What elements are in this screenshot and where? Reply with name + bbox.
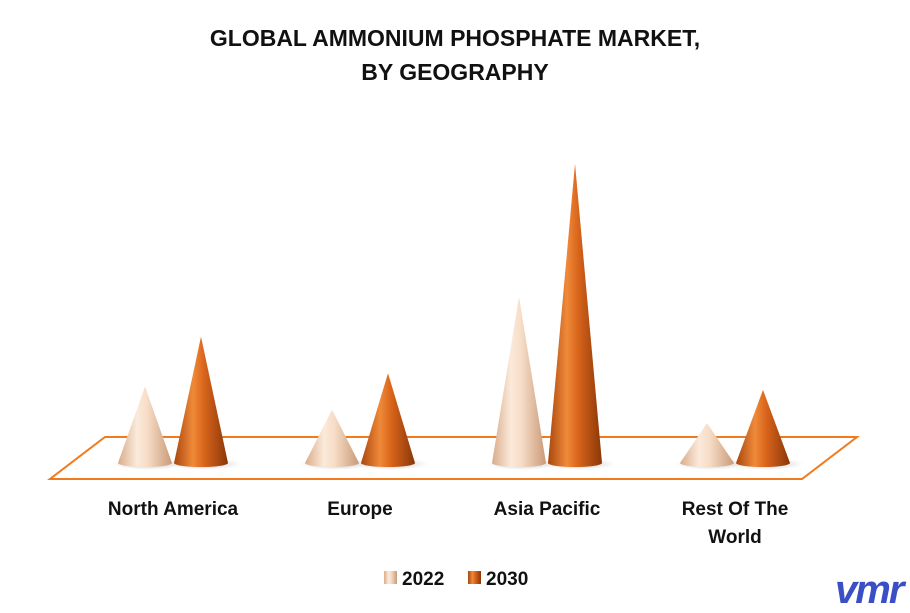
category-label-line: Europe (327, 499, 392, 520)
category-label-north-america: North America (108, 499, 239, 520)
vmr-logo: vmr (835, 568, 909, 612)
category-labels: North America Europe Asia Pacific Rest Of T… (108, 499, 788, 548)
chart-title: GLOBAL AMMONIUM PHOSPHATE MARKET, (210, 25, 700, 51)
cone-rest-of-the-world-2030 (736, 389, 790, 467)
cone-asia-pacific-2022 (492, 296, 546, 467)
category-label-asia-pacific: Asia Pacific (494, 499, 601, 520)
cone-series-group (112, 163, 804, 470)
vmr-logo-text: vmr (835, 568, 907, 612)
category-label-line: North America (108, 499, 239, 520)
category-label-line: Rest Of The (682, 499, 789, 520)
category-label-rest-of-the-world: Rest Of The World (682, 499, 789, 548)
cone-asia-pacific-2030 (548, 163, 602, 468)
cone-north-america-2030 (174, 336, 228, 467)
cone-rest-of-the-world-2022 (680, 423, 734, 467)
legend-label-2022: 2022 (402, 569, 444, 590)
cone-europe-2022 (305, 409, 359, 467)
category-label-line: World (708, 527, 761, 548)
legend-label-2030: 2030 (486, 569, 528, 590)
category-label-line: Asia Pacific (494, 499, 601, 520)
legend-swatch-2030 (468, 571, 481, 584)
legend: 2022 2030 (384, 569, 528, 590)
legend-item-2030: 2030 (468, 569, 528, 590)
chart-subtitle: BY GEOGRAPHY (361, 59, 548, 85)
cone-europe-2030 (361, 373, 415, 467)
category-label-europe: Europe (327, 499, 392, 520)
legend-item-2022: 2022 (384, 569, 444, 590)
chart-floor (47, 436, 860, 480)
legend-swatch-2022 (384, 571, 397, 584)
cone-north-america-2022 (118, 386, 172, 467)
